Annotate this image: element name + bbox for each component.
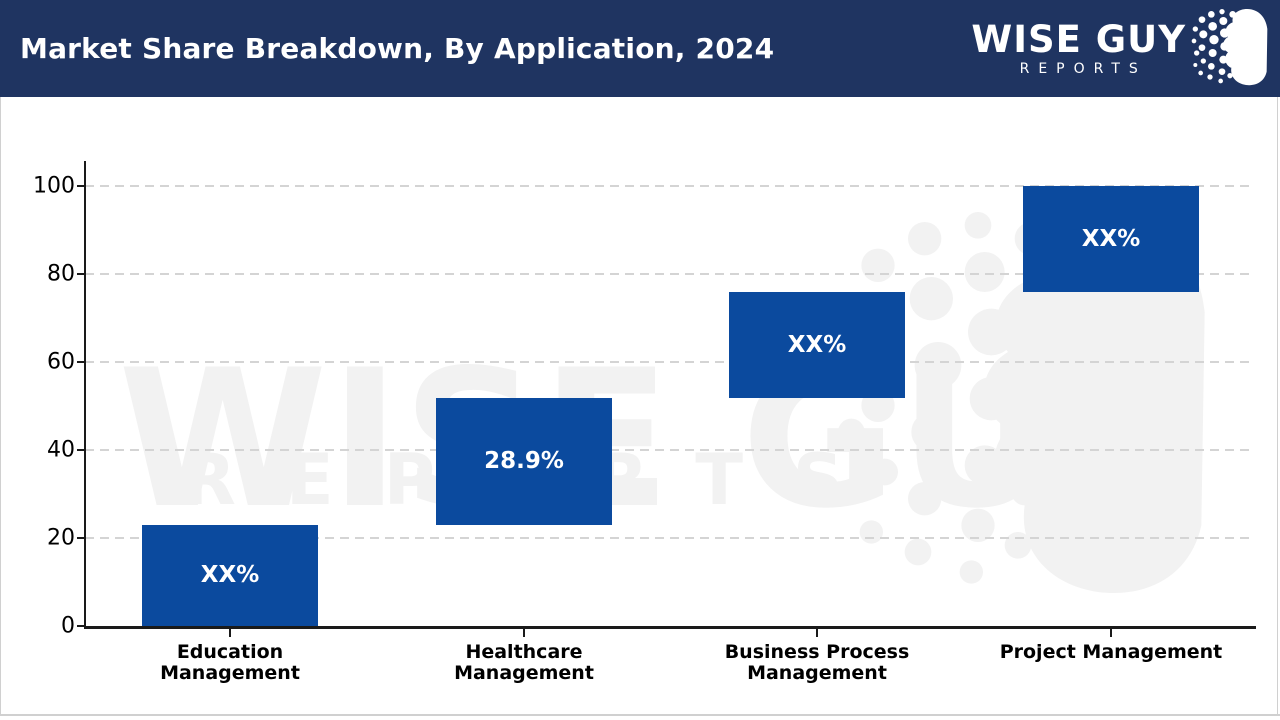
x-category-label: Project Management: [999, 641, 1223, 663]
y-axis-spine: [84, 161, 86, 628]
gridline-40: [85, 449, 1254, 451]
y-tick-label-0: 0: [61, 613, 75, 639]
bar-segment: [142, 524, 318, 626]
bar-value-label: 28.9%: [484, 448, 564, 475]
x-tick: [816, 629, 818, 637]
bottom-border-line: [0, 714, 1280, 716]
gridline-100: [85, 185, 1254, 187]
wise-guy-logo: WISE GUY REPORTS: [971, 9, 1280, 89]
y-tick-label-80: 80: [47, 261, 75, 287]
x-axis-spine: [84, 626, 1256, 629]
y-tick-label-100: 100: [33, 173, 75, 199]
logo-text: WISE GUY REPORTS: [971, 21, 1186, 77]
y-tick-60: [77, 361, 85, 363]
bar-segment: [729, 292, 905, 398]
x-category-label: Business Process Management: [724, 641, 910, 684]
y-tick-label-60: 60: [47, 349, 75, 375]
dot-face-icon: [1190, 9, 1270, 89]
left-border-line: [0, 97, 1, 714]
x-category-label: Healthcare Management: [454, 641, 594, 684]
bar-value-label: XX%: [1081, 226, 1141, 253]
y-tick-label-40: 40: [47, 437, 75, 463]
header-bar: Market Share Breakdown, By Application, …: [0, 0, 1280, 97]
y-tick-40: [77, 449, 85, 451]
gridline-80: [85, 273, 1254, 275]
gridline-20: [85, 537, 1254, 539]
bar-value-label: XX%: [787, 332, 847, 359]
x-tick: [523, 629, 525, 637]
y-tick-20: [77, 537, 85, 539]
plot-area: 0 20 40 60 80 100 XX% Education Management 28.9% H…: [0, 97, 1280, 720]
y-tick-label-20: 20: [47, 525, 75, 551]
gridline-60: [85, 361, 1254, 363]
y-tick-80: [77, 273, 85, 275]
chart-title: Market Share Breakdown, By Application, …: [20, 32, 775, 65]
x-category-label: Education Management: [160, 641, 300, 684]
logo-subtitle: REPORTS: [1019, 60, 1147, 77]
y-tick-0: [77, 625, 85, 627]
right-border-line: [1277, 97, 1278, 714]
logo-wordmark: WISE GUY: [971, 17, 1186, 61]
bar-value-label: XX%: [200, 562, 260, 589]
bar-segment: [436, 397, 612, 525]
bar-segment: [1023, 186, 1199, 293]
x-tick: [1110, 629, 1112, 637]
chart-area: WISE GUY REPORTS 020406080100XX%Educatio…: [0, 97, 1280, 720]
x-tick: [229, 629, 231, 637]
y-tick-100: [77, 185, 85, 187]
